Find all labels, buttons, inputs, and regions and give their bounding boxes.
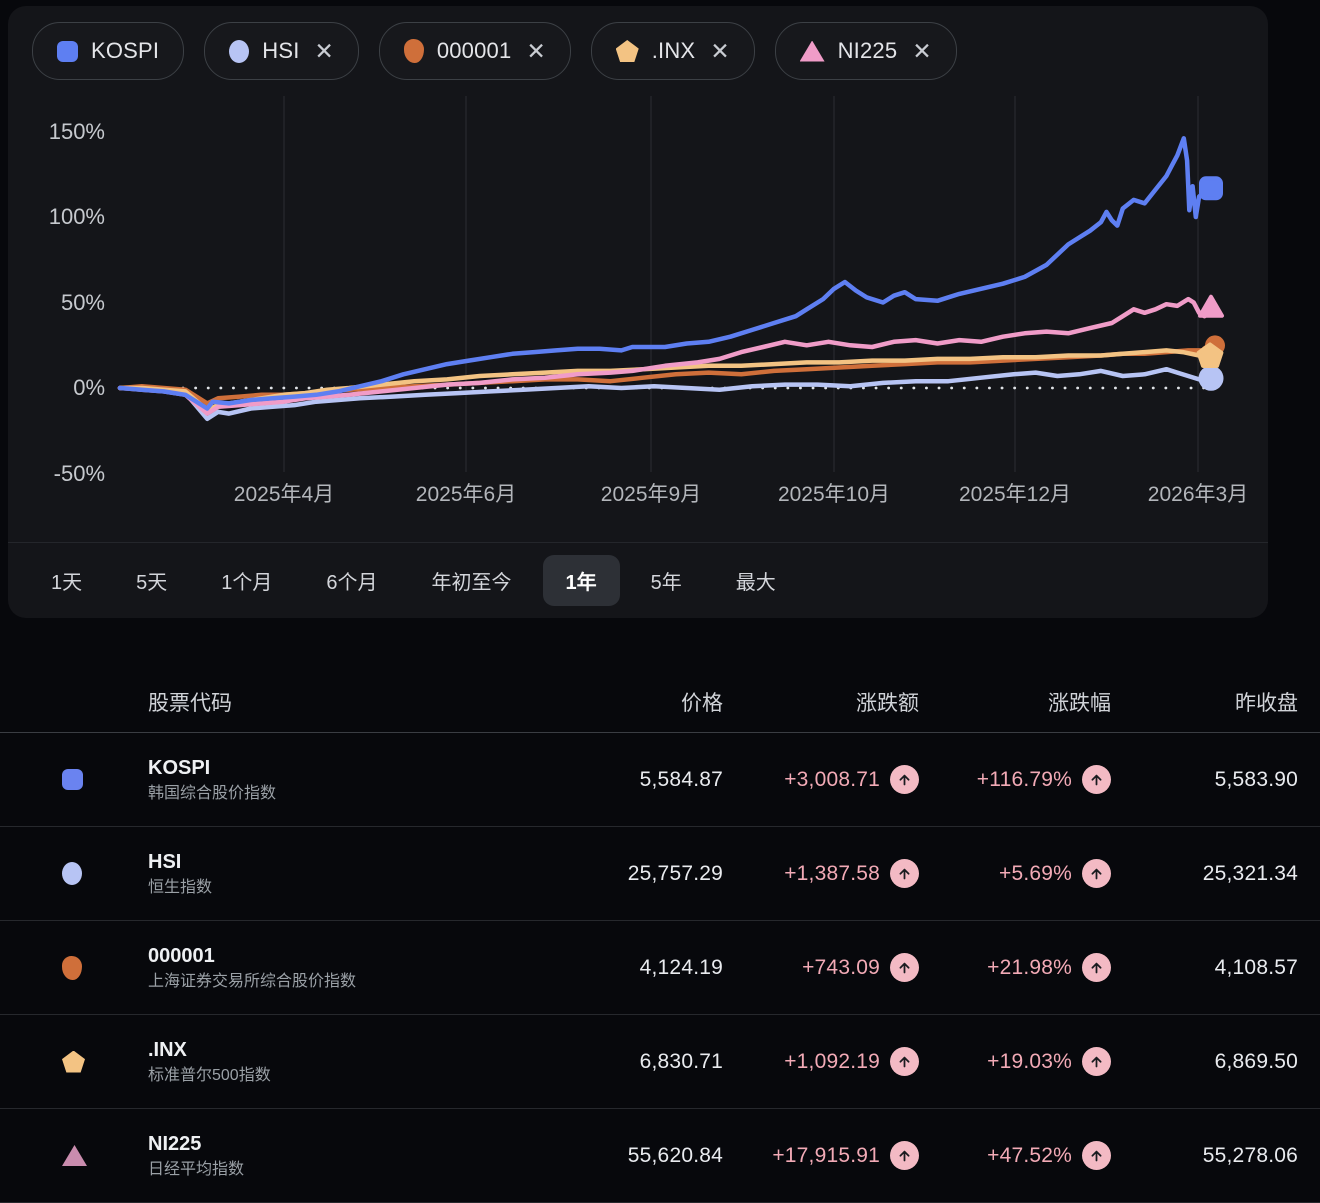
tab-6month[interactable]: 6个月 (326, 572, 378, 594)
table-row[interactable]: .INX 标准普尔500指数 6,830.71 +1,092.19 +19.03… (0, 1015, 1320, 1109)
remove-chip-icon[interactable]: ✕ (526, 37, 546, 64)
row-prev-close: 6,869.50 (1214, 1049, 1298, 1073)
row-change-pct: +5.69% (998, 861, 1072, 885)
tab-1day[interactable]: 1天 (51, 572, 83, 594)
chip-label: KOSPI (91, 38, 160, 63)
y-axis-label: 100% (48, 204, 105, 229)
row-change-pct: +21.98% (987, 955, 1072, 979)
col-price: 价格 (681, 692, 723, 715)
x-axis-label: 2025年10月 (777, 483, 891, 506)
arrow-up-icon (890, 765, 919, 794)
row-change: +743.09 (802, 955, 880, 979)
series-marker-icon (62, 955, 82, 980)
row-prev-close: 5,583.90 (1214, 767, 1298, 791)
sp500-marker-icon (615, 40, 639, 62)
table-row[interactable]: HSI 恒生指数 25,757.29 +1,387.58 +5.69% 25,3… (0, 827, 1320, 921)
row-price: 4,124.19 (639, 955, 723, 979)
row-index-name: 标准普尔500指数 (148, 1066, 271, 1084)
table-header-row: 股票代码 价格 涨跌额 涨跌幅 昨收盘 (0, 672, 1320, 733)
row-change: +1,092.19 (784, 1049, 880, 1073)
row-prev-close: 55,278.06 (1202, 1143, 1298, 1167)
row-price: 55,620.84 (627, 1143, 723, 1167)
chip-000001[interactable]: 000001 ✕ (378, 22, 571, 80)
x-axis-label: 2026年3月 (1147, 483, 1249, 506)
arrow-up-icon (1082, 765, 1111, 794)
series-marker-icon (62, 1050, 85, 1073)
tab-ytd[interactable]: 年初至今 (431, 572, 512, 594)
arrow-up-icon (1082, 953, 1111, 982)
row-price: 5,584.87 (639, 767, 723, 791)
arrow-up-icon (890, 859, 919, 888)
row-change: +17,915.91 (772, 1143, 880, 1167)
kospi-marker-icon (57, 40, 78, 62)
row-change: +3,008.71 (784, 767, 880, 791)
remove-chip-icon[interactable]: ✕ (314, 37, 334, 64)
quote-table: 股票代码 价格 涨跌额 涨跌幅 昨收盘 KOSPI 韩国综合股价指数 5,584… (0, 672, 1320, 1203)
row-index-name: 韩国综合股价指数 (148, 784, 277, 802)
comparison-line-chart[interactable] (8, 6, 1268, 618)
sse-marker-icon (403, 39, 424, 63)
hsi-marker-icon (229, 39, 250, 63)
tab-max[interactable]: 最大 (735, 572, 776, 594)
chart-panel: KOSPI HSI ✕ 000001 ✕ .INX ✕ NI225 ✕ 2025… (8, 6, 1268, 618)
x-axis-label: 2025年6月 (415, 483, 517, 506)
row-index-name: 日经平均指数 (148, 1160, 245, 1178)
chip-label: 000001 (436, 38, 512, 63)
tab-5year[interactable]: 5年 (650, 572, 682, 594)
row-index-name: 恒生指数 (148, 878, 213, 896)
arrow-up-icon (1082, 859, 1111, 888)
arrow-up-icon (1082, 1141, 1111, 1170)
row-symbol: .INX (148, 1038, 187, 1061)
tab-1month[interactable]: 1个月 (221, 572, 273, 594)
row-change-pct: +116.79% (976, 767, 1072, 791)
table-row[interactable]: 000001 上海证券交易所综合股价指数 4,124.19 +743.09 +2… (0, 921, 1320, 1015)
chip-hsi[interactable]: HSI ✕ (204, 22, 359, 80)
col-prev-close: 昨收盘 (1235, 692, 1298, 715)
chip-kospi[interactable]: KOSPI (32, 22, 185, 80)
chip-label: .INX (651, 38, 696, 63)
y-axis-label: 0% (73, 375, 105, 400)
row-prev-close: 4,108.57 (1214, 955, 1298, 979)
col-change-pct: 涨跌幅 (1048, 692, 1111, 715)
col-change: 涨跌额 (856, 692, 919, 715)
row-symbol: HSI (148, 850, 182, 873)
row-symbol: KOSPI (148, 756, 211, 779)
series-marker-icon (62, 1145, 87, 1166)
nikkei-marker-icon (799, 40, 825, 62)
y-axis-label: -50% (53, 460, 105, 486)
row-index-name: 上海证券交易所综合股价指数 (148, 972, 357, 990)
row-change: +1,387.58 (784, 861, 880, 885)
table-row[interactable]: NI225 日经平均指数 55,620.84 +17,915.91 +47.52… (0, 1109, 1320, 1203)
row-prev-close: 25,321.34 (1202, 861, 1298, 885)
arrow-up-icon (890, 1047, 919, 1076)
row-change-pct: +19.03% (987, 1049, 1072, 1073)
table-row[interactable]: KOSPI 韩国综合股价指数 5,584.87 +3,008.71 +116.7… (0, 733, 1320, 827)
row-change-pct: +47.52% (987, 1143, 1072, 1167)
series-marker-icon (62, 769, 83, 790)
row-symbol: 000001 (148, 944, 215, 967)
x-axis-label: 2025年12月 (958, 483, 1072, 506)
y-axis-label: 150% (48, 118, 105, 144)
chip-label: HSI (262, 38, 300, 63)
arrow-up-icon (890, 1141, 919, 1170)
arrow-up-icon (1082, 1047, 1111, 1076)
row-symbol: NI225 (148, 1132, 202, 1155)
col-symbol: 股票代码 (148, 692, 232, 715)
symbol-chip-row: KOSPI HSI ✕ 000001 ✕ .INX ✕ NI225 ✕ (32, 22, 957, 80)
chip-inx[interactable]: .INX ✕ (590, 22, 755, 80)
row-price: 25,757.29 (627, 861, 723, 885)
remove-chip-icon[interactable]: ✕ (912, 37, 932, 64)
x-axis-label: 2025年9月 (600, 483, 702, 506)
x-axis-label: 2025年4月 (233, 483, 335, 506)
remove-chip-icon[interactable]: ✕ (710, 37, 730, 64)
y-axis-label: 50% (60, 289, 105, 315)
tab-5day[interactable]: 5天 (136, 572, 168, 594)
range-tabs: 1天 5天 1个月 6个月 年初至今 1年 5年 最大 (8, 542, 1268, 618)
row-price: 6,830.71 (639, 1049, 723, 1073)
tab-1year[interactable]: 1年 (542, 555, 620, 606)
series-marker-icon (62, 862, 82, 885)
arrow-up-icon (890, 953, 919, 982)
chip-label: NI225 (837, 38, 898, 63)
chip-ni225[interactable]: NI225 ✕ (774, 22, 957, 80)
